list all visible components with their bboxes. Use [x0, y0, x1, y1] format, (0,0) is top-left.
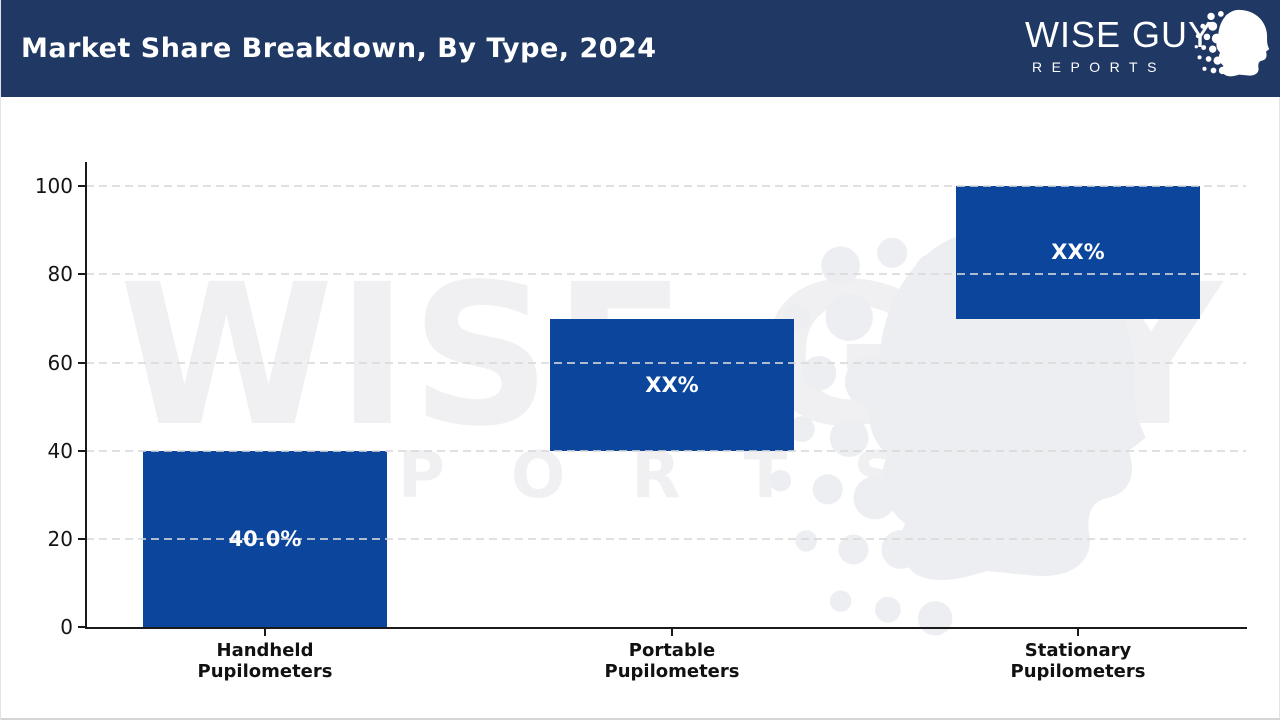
x-axis-line [85, 627, 1247, 629]
y-tick-label: 100 [34, 174, 73, 199]
y-tick-mark-80 [78, 273, 86, 276]
bar-segment [550, 318, 794, 451]
y-tick-mark-100 [78, 185, 86, 188]
y-tick-label: 40 [47, 438, 73, 463]
bar-segment [956, 186, 1200, 319]
x-category-label: Handheld Pupilometers [197, 640, 333, 682]
bar-value-label: XX% [1051, 240, 1105, 265]
y-tick-label: 20 [47, 526, 73, 551]
y-tick-mark-40 [78, 449, 86, 452]
bar-value-label: 40.0% [228, 526, 302, 551]
gridline-20 [86, 537, 1246, 540]
y-tick-label: 60 [47, 350, 73, 375]
y-tick-mark-0 [78, 626, 86, 628]
bottom-edge-line [1, 718, 1280, 720]
y-tick-mark-60 [78, 361, 86, 364]
x-category-label: Stationary Pupilometers [1010, 640, 1146, 682]
gridline-60 [86, 361, 1246, 364]
x-tick-mark [1077, 629, 1079, 636]
logo: WISE GUY REPORTS [1025, 8, 1275, 92]
header-bar: Market Share Breakdown, By Type, 2024 WI… [1, 0, 1280, 97]
logo-text: WISE GUY REPORTS [1025, 14, 1214, 75]
x-tick-mark [671, 629, 673, 636]
gridline-40 [86, 449, 1246, 452]
x-category-label: Portable Pupilometers [604, 640, 740, 682]
x-tick-mark [264, 629, 266, 636]
gridline-100 [86, 185, 1246, 188]
y-tick-mark-20 [78, 537, 86, 540]
page-title: Market Share Breakdown, By Type, 2024 [21, 33, 657, 64]
y-tick-label: 0 [60, 615, 73, 639]
gridline-80 [86, 273, 1246, 276]
logo-subtext: REPORTS [1032, 59, 1166, 75]
y-axis-line [85, 162, 87, 629]
logo-head-icon [1194, 9, 1270, 77]
logo-wordmark: WISE GUY [1025, 14, 1214, 55]
y-tick-label: 80 [47, 262, 73, 287]
bar-value-label: XX% [645, 372, 699, 397]
